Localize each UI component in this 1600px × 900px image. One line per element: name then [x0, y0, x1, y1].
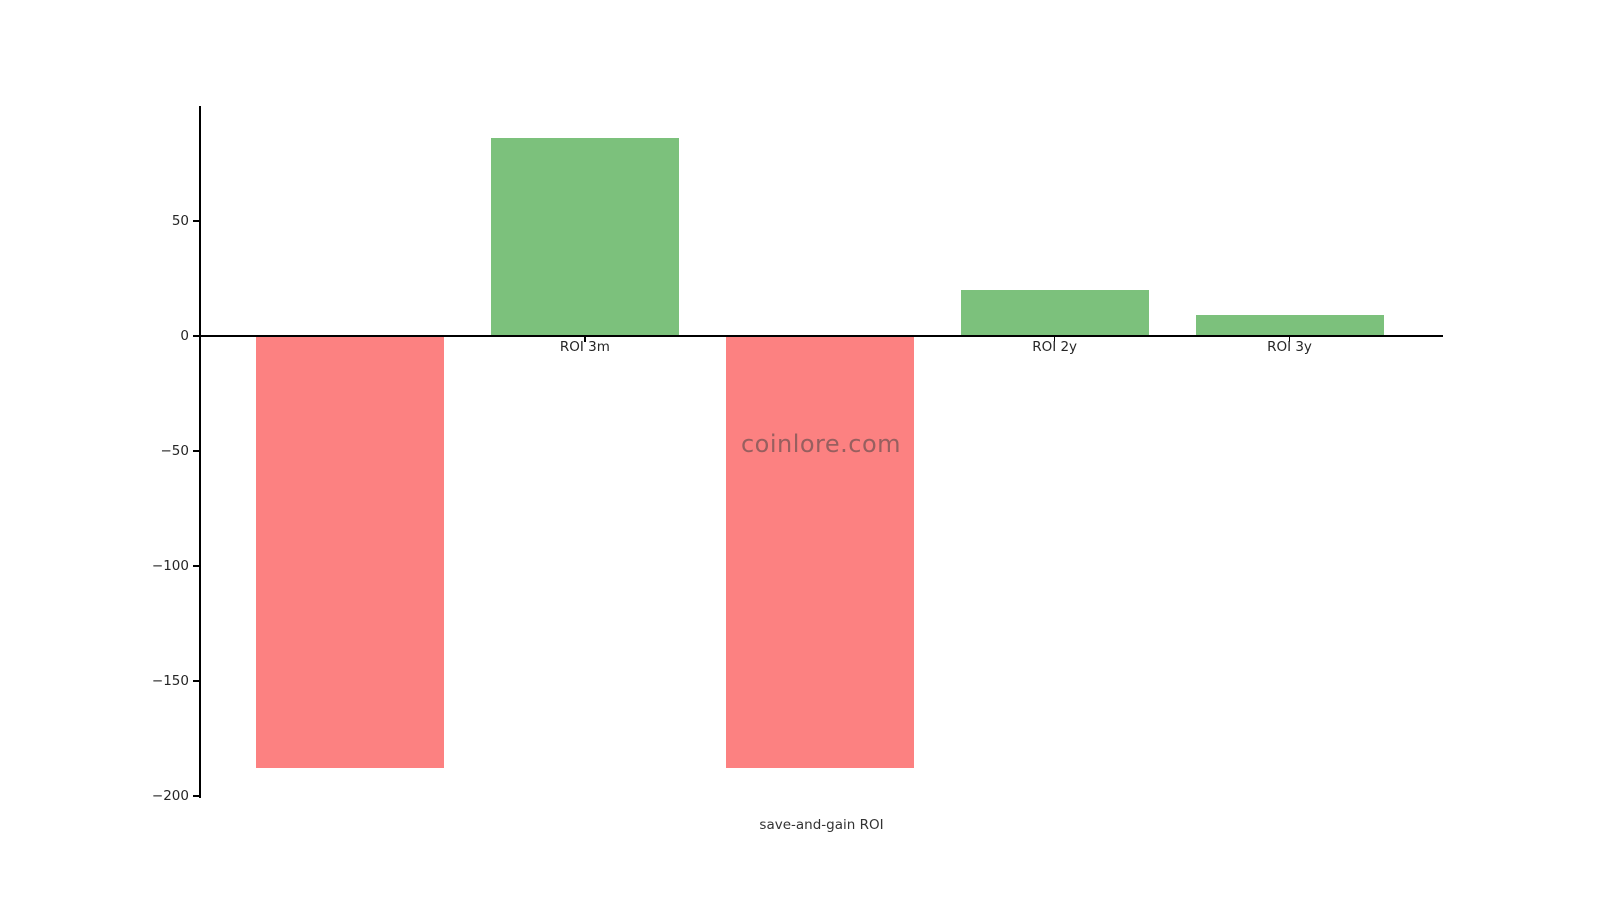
x-tick-label: ROI 2y — [1032, 338, 1078, 355]
x-tick — [1053, 336, 1056, 342]
x-tick — [1288, 336, 1291, 342]
chart-title: save-and-gain ROI — [759, 817, 884, 833]
y-tick — [193, 335, 200, 337]
y-tick-label: −200 — [151, 788, 189, 804]
bar-negative — [725, 336, 914, 769]
bar-positive — [490, 138, 679, 336]
y-tick-label: −150 — [151, 673, 189, 689]
y-tick-label: −100 — [151, 558, 189, 574]
x-tick-label: ROI 3y — [1267, 338, 1312, 355]
y-tick — [193, 565, 200, 567]
y-tick — [193, 795, 200, 797]
x-tick-label: ROI 3m — [559, 338, 610, 355]
bar-positive — [1195, 315, 1384, 336]
bar-positive — [960, 290, 1149, 336]
y-tick — [193, 220, 200, 222]
y-tick — [193, 680, 200, 682]
y-axis-line — [199, 106, 201, 798]
bar-negative — [256, 336, 444, 769]
y-tick-label: 50 — [171, 213, 189, 229]
y-tick-label: −50 — [160, 443, 190, 459]
y-tick-label: 0 — [180, 328, 189, 344]
watermark-text: coinlore.com — [740, 430, 902, 458]
x-axis-zero-line — [200, 335, 1443, 337]
x-tick — [584, 336, 586, 342]
y-tick — [193, 450, 200, 452]
